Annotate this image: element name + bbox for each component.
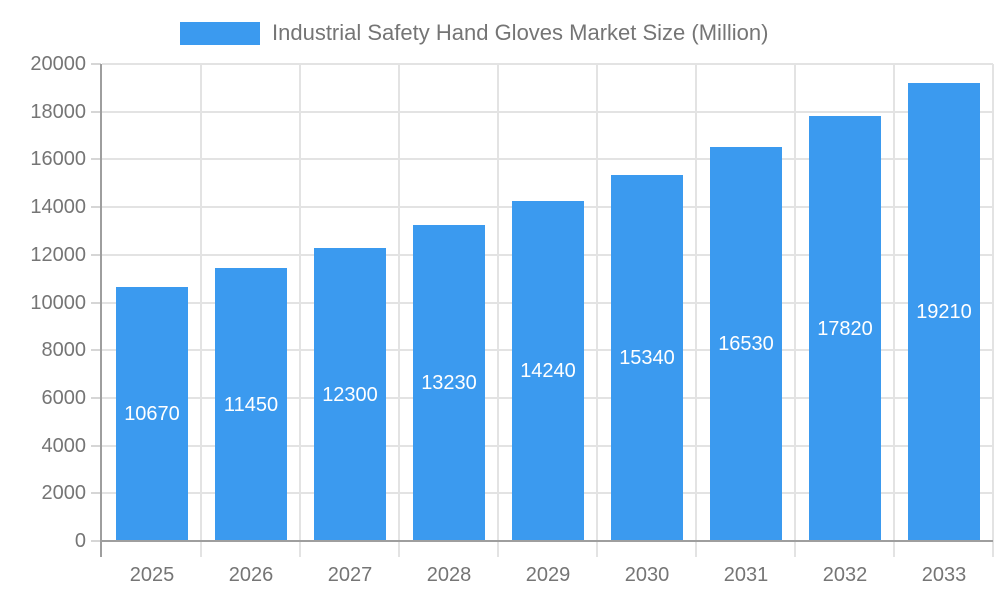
x-axis-tick-label: 2026 (228, 564, 274, 586)
y-axis-tick (91, 396, 101, 399)
y-axis-tick-label: 18000 (30, 100, 86, 123)
y-gridline (102, 63, 993, 65)
y-axis-tick (91, 253, 101, 256)
x-axis-tick-label: 2025 (129, 564, 175, 586)
legend-label: Industrial Safety Hand Gloves Market Siz… (272, 20, 769, 45)
bar-2028[interactable]: 13230 (413, 225, 485, 541)
y-axis-tick-label: 0 (74, 530, 86, 552)
chart-legend[interactable]: Industrial Safety Hand Gloves Market Siz… (180, 20, 768, 46)
x-boundary-line (398, 64, 400, 557)
x-axis-tick-label: 2033 (921, 564, 967, 586)
bar-2031[interactable]: 16530 (710, 147, 782, 541)
bar-value-label: 15340 (619, 347, 675, 369)
x-boundary-line (497, 64, 499, 557)
x-axis-tick-label: 2027 (327, 564, 373, 586)
x-boundary-line (695, 64, 697, 557)
y-axis-tick-label: 2000 (41, 482, 87, 505)
x-axis-tick-label: 2032 (822, 564, 868, 586)
bar-2032[interactable]: 17820 (809, 116, 881, 541)
y-axis-tick (91, 158, 101, 161)
y-axis-tick-label: 12000 (30, 243, 86, 266)
y-axis-tick-label: 4000 (41, 434, 87, 457)
y-axis-line (100, 64, 102, 557)
bar-value-label: 14240 (520, 360, 576, 382)
y-axis-tick (91, 110, 101, 113)
y-axis-tick (91, 206, 101, 209)
y-axis-tick (91, 301, 101, 304)
x-axis-tick-label: 2028 (426, 564, 472, 586)
x-axis-line (102, 540, 993, 542)
x-boundary-line (200, 64, 202, 557)
y-axis-tick (91, 540, 101, 542)
x-boundary-line (596, 64, 598, 557)
bar-value-label: 10670 (124, 403, 180, 425)
legend-swatch (180, 21, 260, 45)
y-axis-tick-label: 10000 (30, 291, 86, 314)
bar-2026[interactable]: 11450 (215, 268, 287, 541)
y-axis-tick (91, 349, 101, 352)
y-axis-tick (91, 444, 101, 447)
y-axis-tick-label: 6000 (41, 386, 87, 409)
bar-value-label: 16530 (718, 333, 774, 355)
bar-2030[interactable]: 15340 (611, 175, 683, 541)
y-axis-tick-label: 14000 (30, 196, 86, 219)
bar-value-label: 17820 (817, 317, 873, 340)
y-gridline (102, 158, 993, 161)
x-axis-tick-label: 2029 (525, 564, 571, 586)
y-gridline (102, 110, 993, 113)
bar-2025[interactable]: 10670 (116, 287, 188, 541)
bar-value-label: 12300 (322, 383, 378, 406)
x-axis-tick-label: 2030 (624, 564, 670, 586)
x-boundary-line (893, 64, 895, 557)
x-axis-tick-label: 2031 (723, 564, 769, 586)
y-axis-tick (91, 492, 101, 495)
bar-2033[interactable]: 19210 (908, 83, 980, 541)
y-axis-tick-label: 16000 (30, 148, 86, 171)
bar-value-label: 19210 (916, 301, 972, 323)
bar-value-label: 13230 (421, 372, 477, 394)
y-axis-tick-label: 8000 (41, 339, 87, 362)
y-axis-tick (91, 63, 101, 65)
x-boundary-line (299, 64, 301, 557)
x-boundary-line (794, 64, 796, 557)
bar-2027[interactable]: 12300 (314, 248, 386, 541)
x-boundary-line (992, 64, 994, 557)
bar-2029[interactable]: 14240 (512, 201, 584, 541)
y-axis-tick-label: 20000 (30, 53, 86, 75)
bar-value-label: 11450 (223, 393, 279, 416)
